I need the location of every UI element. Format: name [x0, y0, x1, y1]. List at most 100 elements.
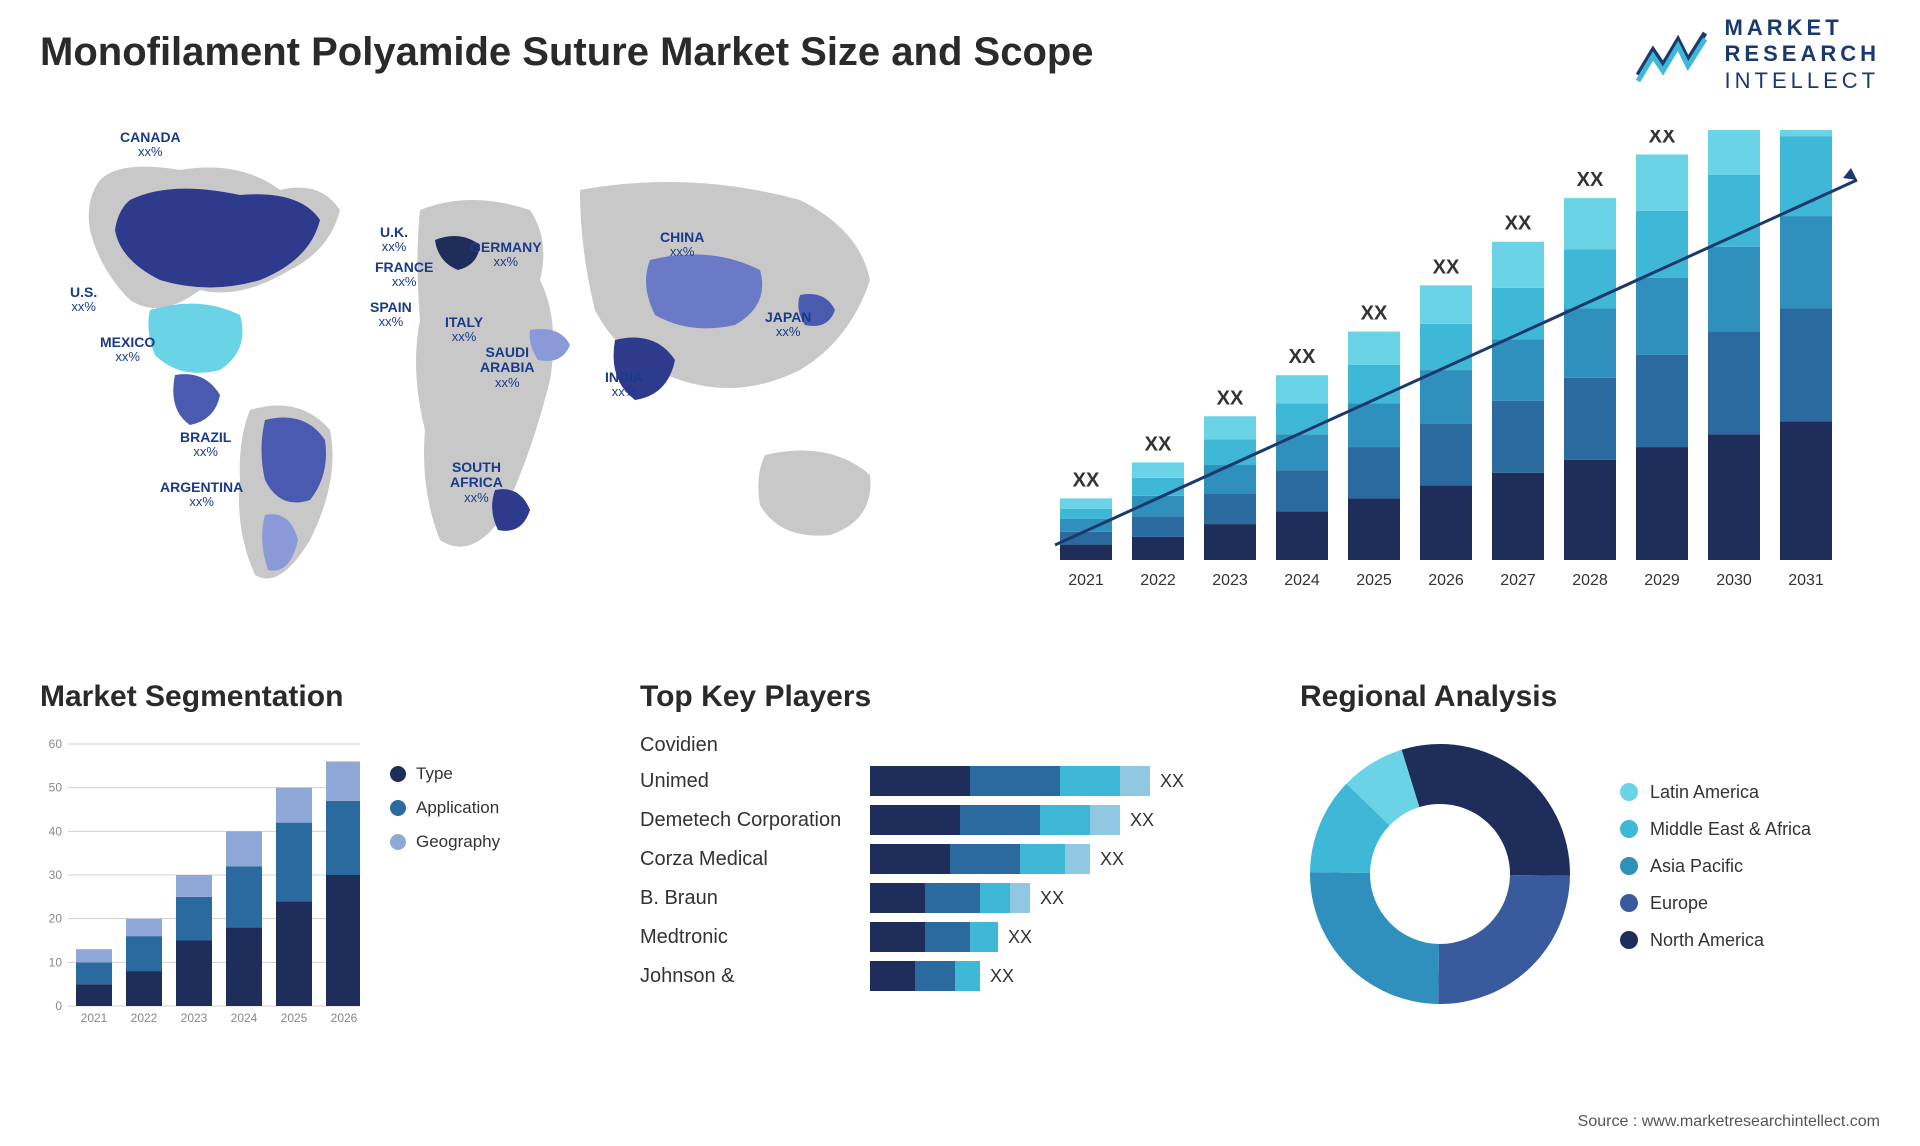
player-row: Johnson &XX	[640, 961, 1260, 991]
svg-text:2023: 2023	[181, 1011, 208, 1025]
brand-logo: MARKET RESEARCH INTELLECT	[1633, 15, 1880, 94]
player-name: B. Braun	[640, 887, 870, 910]
player-bar-segment	[950, 844, 1020, 874]
player-bar-segment	[970, 922, 998, 952]
svg-text:2031: 2031	[1788, 572, 1824, 589]
legend-label: Type	[416, 764, 453, 784]
player-value: XX	[1130, 810, 1154, 831]
regional-legend-item: Europe	[1620, 893, 1811, 914]
page-title: Monofilament Polyamide Suture Market Siz…	[40, 30, 1094, 75]
svg-text:50: 50	[49, 781, 63, 795]
legend-dot	[1620, 857, 1638, 875]
player-bar-segment	[870, 805, 960, 835]
svg-text:2021: 2021	[1068, 572, 1104, 589]
players-rows: CovidienUnimedXXDemetech CorporationXXCo…	[640, 734, 1260, 991]
world-map: CANADAxx%U.S.xx%MEXICOxx%BRAZILxx%ARGENT…	[40, 120, 940, 640]
map-label: INDIAxx%	[605, 370, 643, 400]
player-bar-wrap: XX	[870, 844, 1260, 874]
legend-dot	[390, 834, 406, 850]
svg-text:XX: XX	[1577, 169, 1604, 191]
svg-text:0: 0	[55, 999, 62, 1013]
player-row: Demetech Corporation XX	[640, 805, 1260, 835]
segmentation-title: Market Segmentation	[40, 680, 620, 714]
svg-text:2024: 2024	[231, 1011, 258, 1025]
svg-text:20: 20	[49, 912, 63, 926]
map-label: ITALYxx%	[445, 315, 483, 345]
svg-text:2025: 2025	[281, 1011, 308, 1025]
player-bar-segment	[1065, 844, 1090, 874]
player-bar-segment	[980, 883, 1010, 913]
legend-label: North America	[1650, 930, 1764, 951]
svg-text:2024: 2024	[1284, 572, 1320, 589]
player-bar-segment	[960, 805, 1040, 835]
player-row: B. Braun XX	[640, 883, 1260, 913]
player-bar-segment	[955, 961, 980, 991]
player-bar-wrap: XX	[870, 961, 1260, 991]
player-value: XX	[1008, 927, 1032, 948]
svg-text:XX: XX	[1361, 303, 1388, 325]
regional-legend-item: Middle East & Africa	[1620, 819, 1811, 840]
svg-text:2029: 2029	[1644, 572, 1680, 589]
player-row: Corza MedicalXX	[640, 844, 1260, 874]
player-bar	[870, 805, 1120, 835]
map-label: MEXICOxx%	[100, 335, 155, 365]
segmentation-legend-item: Type	[390, 764, 500, 784]
player-row: Medtronic XX	[640, 922, 1260, 952]
legend-label: Latin America	[1650, 782, 1759, 803]
player-value: XX	[1040, 888, 1064, 909]
player-bar-segment	[870, 922, 925, 952]
svg-text:30: 30	[49, 868, 63, 882]
map-label: FRANCExx%	[375, 260, 433, 290]
regional-panel: Regional Analysis Latin America Middle Ea…	[1300, 680, 1880, 1014]
svg-text:XX: XX	[1289, 346, 1316, 368]
player-name: Covidien	[640, 734, 870, 757]
player-bar-segment	[925, 922, 970, 952]
player-row: Covidien	[640, 734, 1260, 757]
svg-text:2022: 2022	[1140, 572, 1176, 589]
player-bar-segment	[915, 961, 955, 991]
svg-text:2030: 2030	[1716, 572, 1752, 589]
logo-icon	[1633, 25, 1713, 85]
regional-donut-svg	[1300, 734, 1580, 1014]
map-label: BRAZILxx%	[180, 430, 231, 460]
player-value: XX	[1160, 771, 1184, 792]
players-panel: Top Key Players CovidienUnimedXXDemetech…	[640, 680, 1260, 1000]
svg-text:40: 40	[49, 824, 63, 838]
player-bar	[870, 883, 1030, 913]
map-label: ARGENTINAxx%	[160, 480, 243, 510]
player-name: Demetech Corporation	[640, 809, 870, 832]
legend-label: Europe	[1650, 893, 1708, 914]
player-row: Unimed XX	[640, 766, 1260, 796]
map-label: SAUDIARABIAxx%	[480, 345, 534, 390]
regional-title: Regional Analysis	[1300, 680, 1880, 714]
regional-legend: Latin AmericaMiddle East & AfricaAsia Pa…	[1620, 782, 1811, 967]
svg-text:2022: 2022	[131, 1011, 158, 1025]
player-bar-wrap: XX	[870, 883, 1260, 913]
map-label: U.K.xx%	[380, 225, 408, 255]
segmentation-legend-item: Application	[390, 798, 500, 818]
player-name: Medtronic	[640, 926, 870, 949]
player-bar-wrap: XX	[870, 805, 1260, 835]
player-bar-segment	[870, 844, 950, 874]
player-bar	[870, 922, 998, 952]
svg-text:10: 10	[49, 955, 63, 969]
svg-text:XX: XX	[1649, 130, 1676, 147]
player-bar-segment	[1040, 805, 1090, 835]
legend-label: Application	[416, 798, 499, 818]
player-bar-wrap: XX	[870, 922, 1260, 952]
player-bar-segment	[970, 766, 1060, 796]
legend-dot	[390, 800, 406, 816]
player-bar-segment	[925, 883, 980, 913]
svg-text:2021: 2021	[81, 1011, 108, 1025]
growth-chart: XX2021XX2022XX2023XX2024XX2025XX2026XX20…	[1040, 130, 1860, 620]
svg-text:2023: 2023	[1212, 572, 1248, 589]
segmentation-panel: Market Segmentation 01020304050602021202…	[40, 680, 620, 1034]
player-bar-segment	[870, 961, 915, 991]
svg-text:2025: 2025	[1356, 572, 1392, 589]
svg-text:XX: XX	[1217, 387, 1244, 409]
legend-dot	[1620, 820, 1638, 838]
player-name: Unimed	[640, 770, 870, 793]
player-bar	[870, 844, 1090, 874]
player-bar-segment	[1120, 766, 1150, 796]
legend-dot	[1620, 783, 1638, 801]
